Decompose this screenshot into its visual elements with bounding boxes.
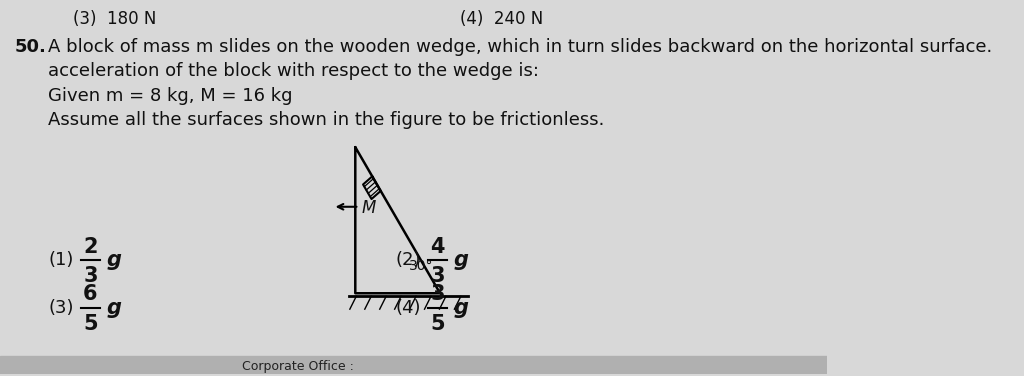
Text: (3)  180 N: (3) 180 N (73, 10, 156, 28)
Text: 6: 6 (83, 284, 97, 304)
Text: 5: 5 (83, 314, 97, 334)
Text: acceleration of the block with respect to the wedge is:: acceleration of the block with respect t… (48, 62, 540, 80)
Text: g: g (106, 298, 122, 318)
Text: Assume all the surfaces shown in the figure to be frictionless.: Assume all the surfaces shown in the fig… (48, 111, 605, 129)
Text: 3: 3 (83, 266, 97, 287)
Text: g: g (454, 298, 469, 318)
Text: 2: 2 (83, 237, 97, 256)
Text: 30°: 30° (410, 259, 434, 273)
Text: Given m = 8 kg, M = 16 kg: Given m = 8 kg, M = 16 kg (48, 88, 293, 106)
Text: (4)  240 N: (4) 240 N (460, 10, 544, 28)
Text: 5: 5 (430, 314, 445, 334)
Text: 3: 3 (430, 266, 444, 287)
Text: M: M (361, 199, 376, 217)
Text: 3: 3 (430, 284, 444, 304)
Text: (3): (3) (48, 299, 74, 317)
Text: 4: 4 (430, 237, 444, 256)
Text: g: g (106, 250, 122, 270)
Text: (2): (2) (395, 252, 421, 270)
Text: (4): (4) (395, 299, 421, 317)
Text: 50.: 50. (14, 38, 46, 56)
Text: A block of mass m slides on the wooden wedge, which in turn slides backward on t: A block of mass m slides on the wooden w… (48, 38, 992, 56)
Text: (1): (1) (48, 252, 74, 270)
Text: Corporate Office :: Corporate Office : (243, 360, 354, 373)
Bar (0, 356, 826, 374)
Text: g: g (454, 250, 469, 270)
